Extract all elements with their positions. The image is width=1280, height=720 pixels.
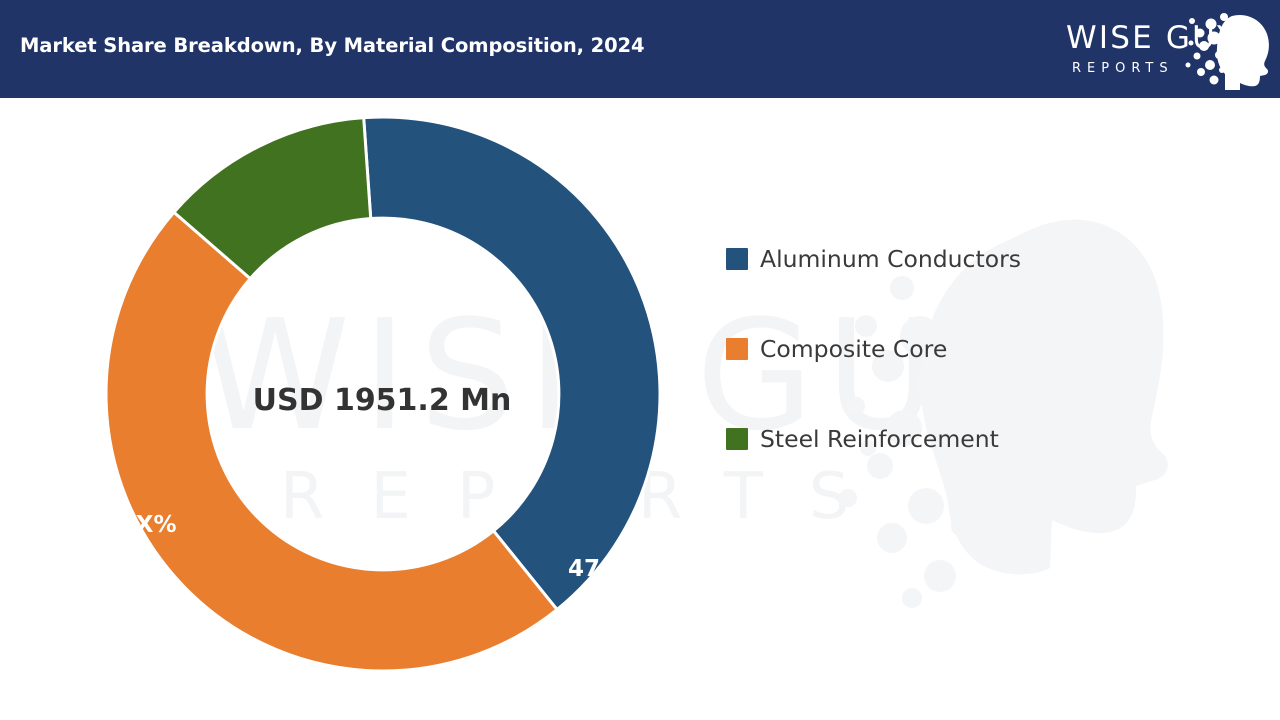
chart-legend: Aluminum Conductors Composite Core Steel…	[726, 245, 1126, 453]
donut-slices	[105, 116, 661, 672]
legend-swatch-icon	[726, 428, 748, 450]
donut-center-value: USD 1951.2 Mn	[252, 383, 512, 418]
chart-area: WISE GUY REPORTS XX% XX%	[0, 98, 1280, 720]
legend-item-aluminum-conductors[interactable]: Aluminum Conductors	[726, 245, 1126, 273]
donut-slice-steel-reinforcement[interactable]	[171, 116, 373, 281]
page-title: Market Share Breakdown, By Material Comp…	[20, 34, 645, 57]
legend-item-label: Aluminum Conductors	[760, 245, 1021, 273]
donut-slice-composite-core[interactable]	[105, 210, 560, 672]
brand-logo: WISE GUY REPORTS	[1066, 13, 1269, 90]
logo-wordmark-secondary: REPORTS	[1072, 61, 1174, 76]
donut-chart	[105, 116, 661, 672]
legend-item-steel-reinforcement[interactable]: Steel Reinforcement	[726, 425, 1126, 453]
legend-item-label: Steel Reinforcement	[760, 425, 999, 453]
legend-swatch-icon	[726, 248, 748, 270]
legend-item-label: Composite Core	[760, 335, 948, 363]
donut-slice-aluminum-conductors[interactable]	[362, 116, 661, 612]
head-silhouette-dots-icon	[1185, 13, 1269, 90]
legend-swatch-icon	[726, 338, 748, 360]
legend-item-composite-core[interactable]: Composite Core	[726, 335, 1126, 363]
header-bar: Market Share Breakdown, By Material Comp…	[0, 0, 1280, 98]
